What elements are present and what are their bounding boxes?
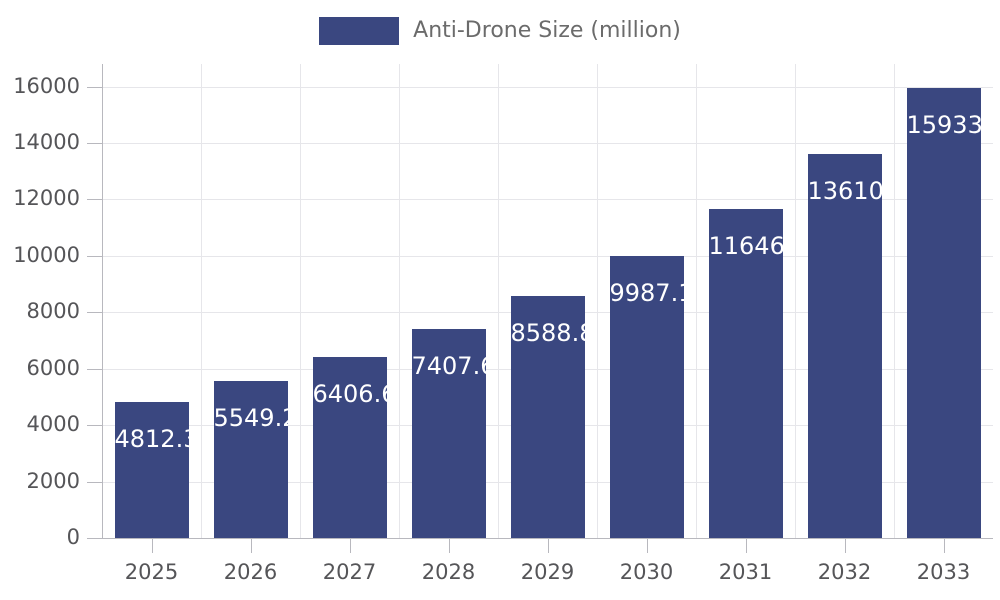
bar-value-label: 7407.6 <box>411 353 486 378</box>
gridline-vertical <box>597 64 598 538</box>
y-tick-mark <box>87 143 102 144</box>
y-tick-label: 0 <box>66 525 80 549</box>
bar[interactable] <box>114 402 189 538</box>
bar[interactable] <box>312 357 387 538</box>
x-tick-label: 2027 <box>322 560 377 584</box>
x-tick-mark <box>943 538 945 553</box>
bar[interactable] <box>708 209 783 538</box>
bar-value-label: 11646 <box>708 234 783 259</box>
gridline-vertical <box>201 64 202 538</box>
y-tick-label: 6000 <box>26 355 80 380</box>
x-tick-label: 2028 <box>421 560 476 584</box>
x-tick-label: 2031 <box>718 560 773 584</box>
legend-entry-anti-drone-size[interactable]: Anti-Drone Size (million) <box>319 17 681 45</box>
bar[interactable] <box>906 88 981 538</box>
y-tick-label: 4000 <box>26 412 80 437</box>
gridline-horizontal <box>102 143 993 144</box>
x-tick-mark <box>349 538 351 553</box>
y-tick-label: 2000 <box>26 468 80 493</box>
legend-swatch-icon <box>319 17 400 45</box>
x-tick-label: 2033 <box>916 560 971 584</box>
y-tick-label: 16000 <box>13 73 80 98</box>
bar[interactable] <box>807 153 882 538</box>
x-tick-mark <box>547 538 549 553</box>
y-tick-mark <box>87 312 102 314</box>
x-tick-label: 2025 <box>124 560 179 584</box>
bar-value-label: 13610.9 <box>807 178 882 203</box>
gridline-horizontal <box>102 255 993 257</box>
y-tick-label: 12000 <box>13 186 80 211</box>
y-tick-mark <box>87 425 102 427</box>
x-tick-label: 2032 <box>817 560 872 584</box>
y-tick-mark <box>87 255 102 257</box>
x-tick-label: 2029 <box>520 560 575 584</box>
gridline-horizontal <box>102 86 993 88</box>
bar[interactable] <box>213 381 288 538</box>
legend-label: Anti-Drone Size (million) <box>413 18 681 43</box>
y-tick-mark <box>87 368 102 370</box>
gridline-vertical <box>498 64 499 538</box>
y-tick-mark <box>87 86 102 88</box>
x-tick-mark <box>448 538 450 553</box>
x-tick-mark <box>745 538 747 553</box>
x-tick-label: 2026 <box>223 560 278 584</box>
y-tick-mark <box>87 199 102 201</box>
gridline-vertical <box>696 64 697 538</box>
bar[interactable] <box>609 256 684 538</box>
x-tick-mark <box>646 538 648 553</box>
x-tick-label: 2030 <box>619 560 674 584</box>
bar-value-label: 8588.8 <box>510 320 585 345</box>
y-tick-label: 14000 <box>13 130 80 154</box>
y-tick-mark <box>87 481 102 483</box>
gridline-horizontal <box>102 199 993 201</box>
bar[interactable] <box>510 295 585 538</box>
x-tick-mark <box>844 538 846 553</box>
x-tick-mark <box>250 538 252 553</box>
y-tick-label: 8000 <box>26 299 80 324</box>
gridline-vertical <box>894 64 895 538</box>
bar-value-label: 6406.6 <box>312 382 387 407</box>
x-tick-mark <box>151 538 153 553</box>
plot-area: 4812.3 5549.2 6406.6 7407.6 8588.8 9987.1 1164… <box>102 64 993 539</box>
bar-value-label: 9987.1 <box>609 281 684 306</box>
bar-value-label: 15933 <box>906 113 981 138</box>
y-axis-line <box>102 64 103 538</box>
y-tick-mark <box>87 538 102 539</box>
gridline-vertical <box>399 64 400 538</box>
bar-value-label: 5549.2 <box>213 406 288 431</box>
gridline-vertical <box>300 64 301 538</box>
chart-legend: Anti-Drone Size (million) <box>0 10 1000 52</box>
bar-value-label: 4812.3 <box>114 427 189 452</box>
y-tick-label: 10000 <box>13 242 80 267</box>
gridline-vertical <box>795 64 796 538</box>
bar[interactable] <box>411 329 486 538</box>
